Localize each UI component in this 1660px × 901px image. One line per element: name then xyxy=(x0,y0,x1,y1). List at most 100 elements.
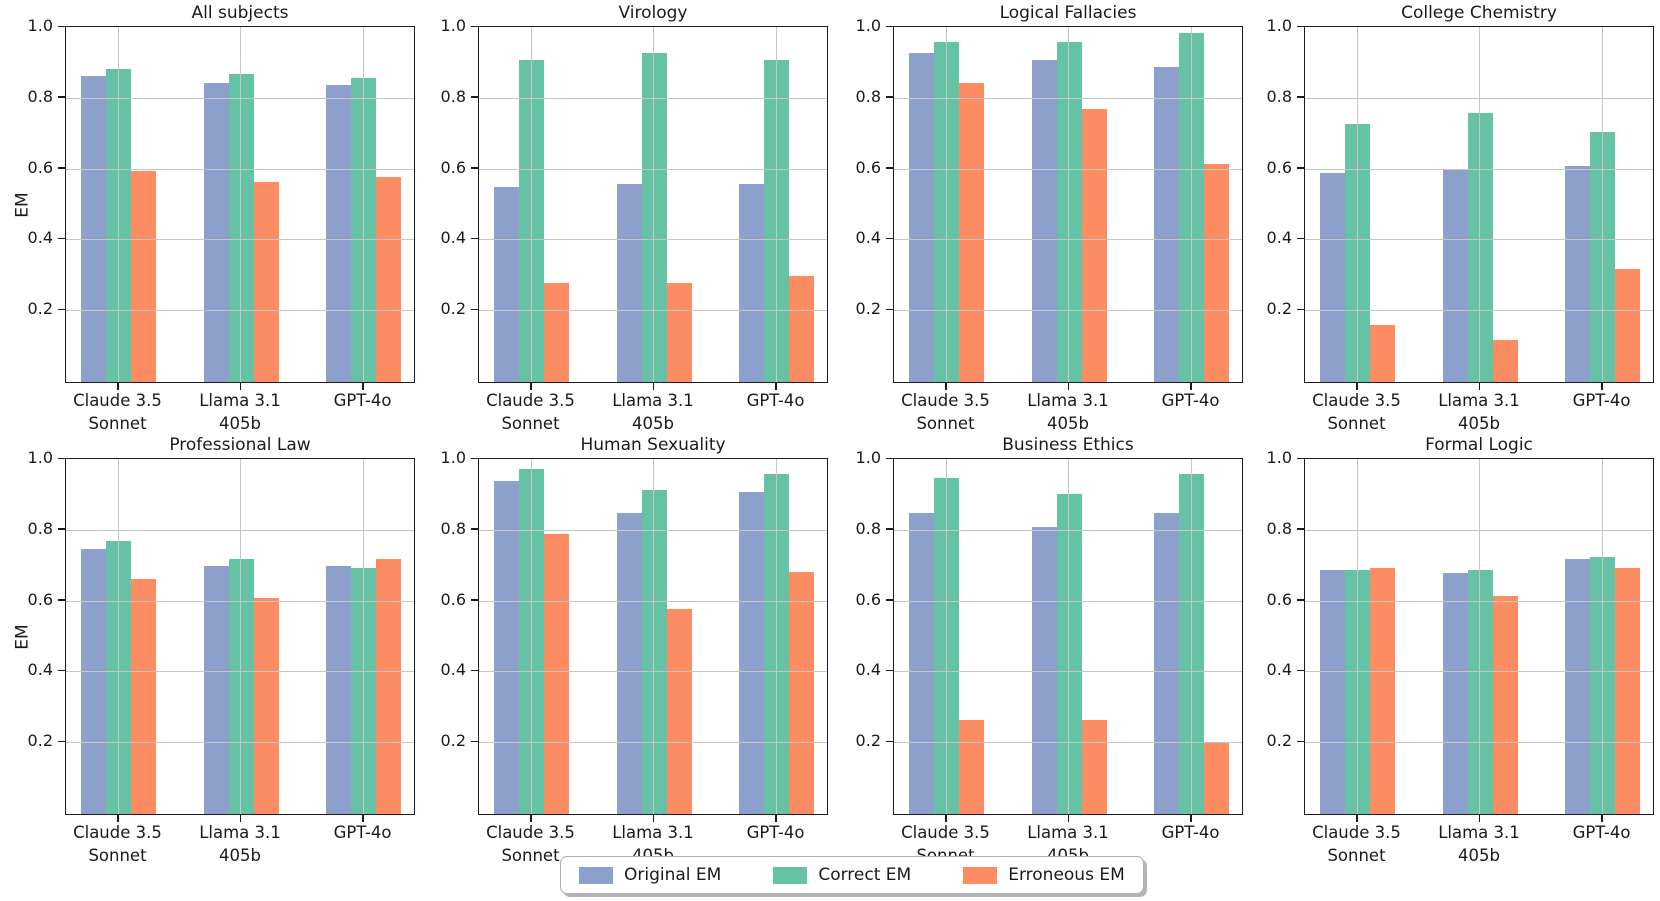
bar-original-em xyxy=(1320,569,1345,814)
x-tick-mark xyxy=(775,383,777,390)
bar-correct-em xyxy=(1345,569,1370,814)
x-tick-label: GPT-4o xyxy=(333,823,392,842)
y-tick-label: 0.8 xyxy=(1266,86,1292,106)
gridline-vertical xyxy=(1356,27,1358,382)
gridline-vertical xyxy=(362,27,364,382)
bar-erroneous-em xyxy=(666,608,692,814)
gridline-vertical xyxy=(775,459,777,814)
x-tick-label: 405b xyxy=(632,414,674,433)
gridline-vertical xyxy=(1356,459,1358,814)
legend-label: Correct EM xyxy=(818,865,912,885)
y-tick-label: 0.4 xyxy=(27,660,53,680)
bar-erroneous-em xyxy=(1492,339,1518,382)
x-tick-label: Llama 3.1 xyxy=(199,823,281,842)
bar-correct-em xyxy=(641,490,667,814)
legend-item: Original EM xyxy=(579,865,721,885)
bar-original-em xyxy=(616,513,642,814)
y-tick-mark xyxy=(886,599,893,601)
x-tick-label: Claude 3.5 xyxy=(486,391,575,410)
y-tick-mark xyxy=(1297,167,1304,169)
y-tick-label: 1.0 xyxy=(27,448,53,467)
legend-swatch-correct-em xyxy=(773,866,808,884)
bar-erroneous-em xyxy=(253,598,279,814)
subplot-title: Formal Logic xyxy=(1425,435,1533,455)
y-tick-label: 0.2 xyxy=(440,299,466,319)
y-tick-mark xyxy=(471,599,478,601)
bar-original-em xyxy=(1442,573,1468,814)
y-tick-mark xyxy=(471,528,478,530)
bar-erroneous-em xyxy=(789,571,814,814)
y-tick-label: 1.0 xyxy=(440,448,466,467)
bar-erroneous-em xyxy=(376,559,401,814)
bar-correct-em xyxy=(1179,474,1204,814)
y-tick-label: 0.6 xyxy=(1266,589,1292,609)
x-tick-mark xyxy=(652,383,654,390)
y-tick-label: 0.8 xyxy=(855,518,881,538)
subplot-title: Virology xyxy=(618,3,688,23)
gridline-vertical xyxy=(945,27,947,382)
bar-erroneous-em xyxy=(1081,720,1107,814)
gridline-vertical xyxy=(1190,459,1192,814)
y-tick-mark xyxy=(471,740,478,743)
bar-original-em xyxy=(203,566,229,814)
y-tick-label: 0.2 xyxy=(27,299,53,319)
x-tick-mark xyxy=(652,815,654,822)
bar-original-em xyxy=(1565,166,1590,382)
bar-erroneous-em xyxy=(1204,164,1229,382)
x-tick-mark xyxy=(945,815,947,822)
bar-correct-em xyxy=(1467,112,1493,382)
gridline-vertical xyxy=(945,459,947,814)
gridline-vertical xyxy=(530,459,532,814)
y-tick-mark xyxy=(886,167,893,169)
bar-correct-em xyxy=(1345,123,1370,382)
y-tick-label: 1.0 xyxy=(855,16,881,35)
y-tick-mark xyxy=(58,528,65,530)
bar-erroneous-em xyxy=(253,182,279,382)
gridline-vertical xyxy=(1479,27,1480,382)
bar-correct-em xyxy=(1056,493,1082,814)
y-tick-label: 1.0 xyxy=(27,16,53,35)
y-tick-label: 0.2 xyxy=(440,731,466,751)
legend-swatch-original-em xyxy=(579,866,613,884)
plot-area xyxy=(65,26,415,383)
gridline-vertical xyxy=(240,459,241,814)
y-tick-mark xyxy=(886,237,893,240)
x-tick-label: Sonnet xyxy=(88,414,147,433)
y-tick-mark xyxy=(1297,599,1304,601)
bar-original-em xyxy=(326,566,351,814)
y-tick-mark xyxy=(1297,25,1304,27)
y-tick-mark xyxy=(471,167,478,169)
x-tick-label: 405b xyxy=(1047,414,1089,433)
gridline-vertical xyxy=(653,27,654,382)
y-tick-label: 0.2 xyxy=(855,731,881,751)
x-tick-label: Sonnet xyxy=(501,414,560,433)
bar-correct-em xyxy=(106,541,131,814)
x-tick-label: Sonnet xyxy=(501,846,560,865)
bar-original-em xyxy=(1320,173,1345,382)
x-tick-label: Claude 3.5 xyxy=(1312,823,1401,842)
x-tick-mark xyxy=(530,383,532,390)
bar-erroneous-em xyxy=(131,578,156,814)
y-tick-label: 0.6 xyxy=(27,589,53,609)
bar-erroneous-em xyxy=(1492,596,1518,814)
y-tick-mark xyxy=(58,669,65,672)
y-tick-mark xyxy=(58,167,65,169)
y-tick-label: 0.8 xyxy=(440,518,466,538)
x-tick-mark xyxy=(945,383,947,390)
y-tick-label: 0.4 xyxy=(855,228,881,248)
bar-original-em xyxy=(203,82,229,382)
subplot-title: College Chemistry xyxy=(1401,3,1557,23)
x-tick-label: GPT-4o xyxy=(746,391,805,410)
x-tick-mark xyxy=(1067,383,1069,390)
y-axis-label: EM xyxy=(12,623,33,650)
legend: Original EM Correct EM Erroneous EM xyxy=(560,856,1144,894)
x-tick-label: Claude 3.5 xyxy=(1312,391,1401,410)
bar-erroneous-em xyxy=(789,275,814,382)
x-tick-mark xyxy=(1478,383,1480,390)
x-tick-label: GPT-4o xyxy=(333,391,392,410)
gridline-vertical xyxy=(1479,459,1480,814)
bar-original-em xyxy=(81,75,106,382)
subplot-title: Human Sexuality xyxy=(580,435,726,455)
legend-swatch-erroneous-em xyxy=(963,866,998,884)
y-tick-label: 0.4 xyxy=(440,228,466,248)
